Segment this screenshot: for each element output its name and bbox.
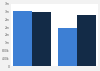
Bar (13, 11, 32, 66)
Bar (77, 15, 96, 66)
Bar (32, 12, 51, 66)
Bar (58, 28, 77, 66)
